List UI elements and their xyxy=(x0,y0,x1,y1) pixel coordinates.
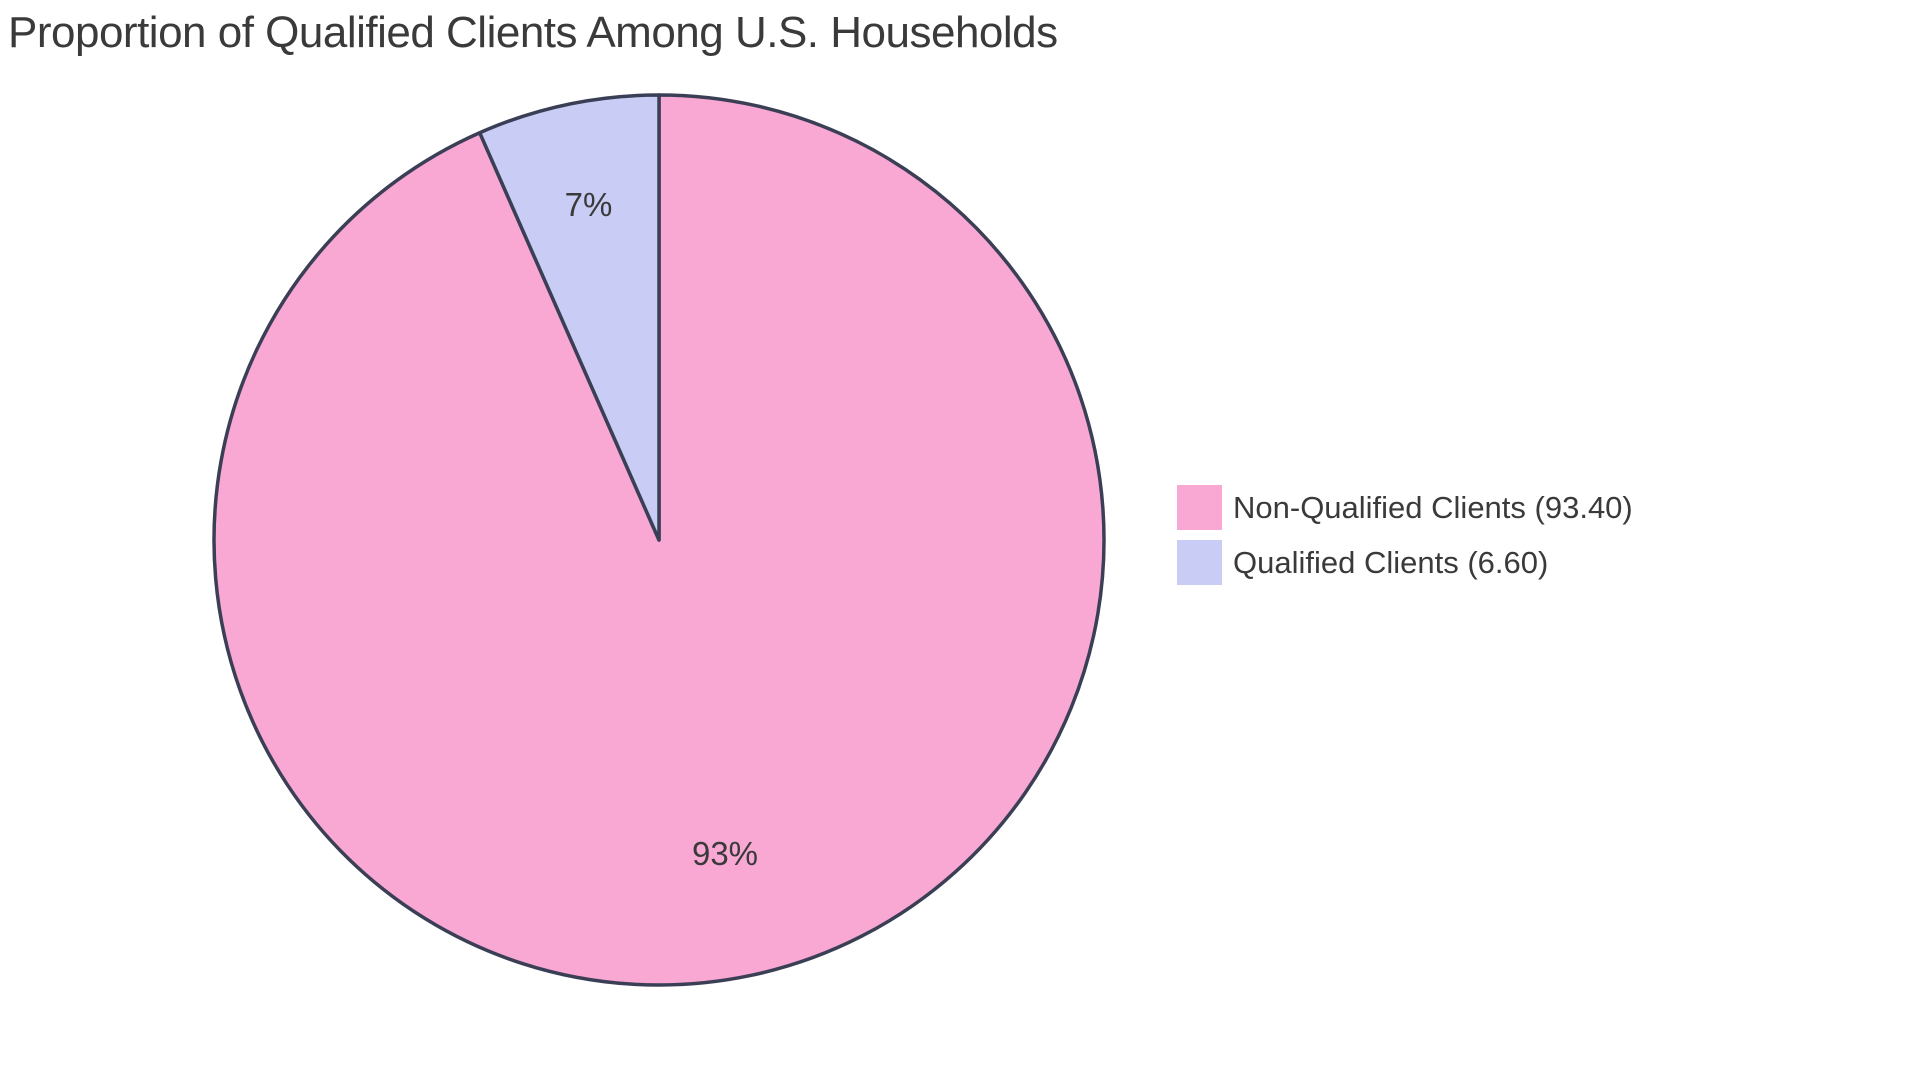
legend-label-qualified: Qualified Clients (6.60) xyxy=(1233,544,1549,580)
legend-swatch-qualified xyxy=(1177,540,1222,585)
legend-item-non-qualified[interactable]: Non-Qualified Clients (93.40) xyxy=(1177,485,1633,530)
chart-title: Proportion of Qualified Clients Among U.… xyxy=(8,8,1058,57)
legend-label-non-qualified: Non-Qualified Clients (93.40) xyxy=(1233,489,1633,525)
pie-slice-percent-label: 93% xyxy=(692,835,758,872)
pie-slice-percent-label: 7% xyxy=(565,186,613,223)
legend-swatch-non-qualified xyxy=(1177,485,1222,530)
pie-slice-qualified-clients[interactable] xyxy=(477,93,661,542)
legend-item-qualified[interactable]: Qualified Clients (6.60) xyxy=(1177,540,1633,585)
legend: Non-Qualified Clients (93.40) Qualified … xyxy=(1177,485,1633,585)
